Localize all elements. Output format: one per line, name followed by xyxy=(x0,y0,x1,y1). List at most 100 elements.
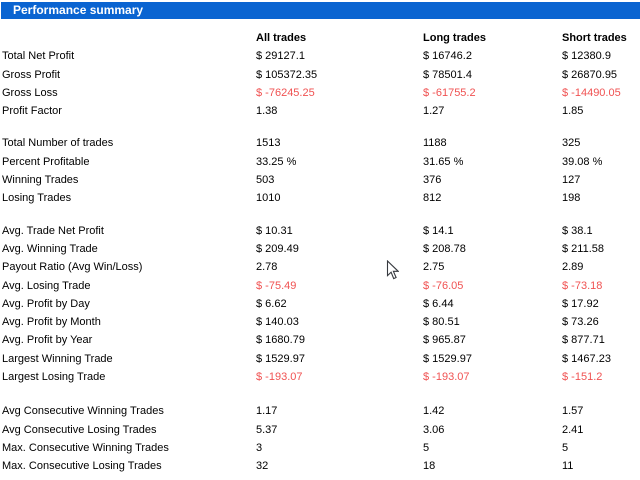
cell-value: $ 38.1 xyxy=(562,224,593,237)
cell-value: 127 xyxy=(562,174,581,187)
table-row: Winning Trades 503 376 127 xyxy=(2,171,640,189)
cell-value: 33.25 % xyxy=(256,155,297,168)
cell-value: $ 208.78 xyxy=(423,242,466,255)
column-headers-row: All trades Long trades Short trades xyxy=(2,29,640,47)
table-section: Avg. Trade Net Profit $ 10.31 $ 14.1 $ 38.1… xyxy=(2,222,640,387)
row-label: Max. Consecutive Losing Trades xyxy=(2,460,162,473)
cell-value: $ 1680.79 xyxy=(256,334,305,347)
row-label: Max. Consecutive Winning Trades xyxy=(2,441,169,454)
row-label: Avg. Winning Trade xyxy=(2,242,98,255)
cell-value: 2.89 xyxy=(562,261,584,274)
cell-value: 1.57 xyxy=(562,405,584,418)
table-row: Losing Trades 1010 812 198 xyxy=(2,189,640,207)
panel-title: Performance summary xyxy=(13,3,144,17)
cell-value: $ 29127.1 xyxy=(256,50,305,63)
cell-value: 1.38 xyxy=(256,105,278,118)
cell-value: $ 140.03 xyxy=(256,316,299,329)
cell-value: 3 xyxy=(256,441,263,454)
table-row: Avg. Profit by Day $ 6.62 $ 6.44 $ 17.92 xyxy=(2,295,640,313)
row-label: Gross Profit xyxy=(2,68,61,81)
cell-value: 325 xyxy=(562,137,581,150)
cell-value: $ -14490.05 xyxy=(562,86,621,99)
panel-header: Performance summary xyxy=(1,2,640,19)
cell-value: $ 78501.4 xyxy=(423,68,472,81)
table-row: Profit Factor 1.38 1.27 1.85 xyxy=(2,102,640,120)
row-label: Largest Losing Trade xyxy=(2,371,106,384)
table-row: Max. Consecutive Losing Trades 32 18 11 xyxy=(2,457,640,475)
table-section: Total Net Profit $ 29127.1 $ 16746.2 $ 1238… xyxy=(2,47,640,120)
cell-value: $ 10.31 xyxy=(256,224,293,237)
cell-value: $ 105372.35 xyxy=(256,68,318,81)
row-label-header xyxy=(2,29,256,47)
cell-value: 5 xyxy=(562,441,569,454)
row-label: Avg. Profit by Month xyxy=(2,316,101,329)
row-label: Profit Factor xyxy=(2,105,62,118)
cell-value: $ 14.1 xyxy=(423,224,454,237)
table-row: Gross Loss $ -76245.25 $ -61755.2 $ -14490.… xyxy=(2,84,640,102)
table-row: Avg Consecutive Winning Trades 1.17 1.42 1.… xyxy=(2,402,640,420)
cell-value: $ 16746.2 xyxy=(423,50,472,63)
table-row: Avg. Winning Trade $ 209.49 $ 208.78 $ 211.… xyxy=(2,240,640,258)
cell-value: 1513 xyxy=(256,137,281,150)
table-section: Total Number of trades 1513 1188 325 Percent… xyxy=(2,134,640,207)
cell-value: 1010 xyxy=(256,192,281,205)
cell-value: 1.85 xyxy=(562,105,584,118)
cell-value: 812 xyxy=(423,192,442,205)
row-label: Avg. Profit by Year xyxy=(2,334,93,347)
table-row: Largest Winning Trade $ 1529.97 $ 1529.97 $… xyxy=(2,350,640,368)
cell-value: $ 26870.95 xyxy=(562,68,618,81)
cell-value: 2.75 xyxy=(423,261,445,274)
cell-value: $ -73.18 xyxy=(562,279,603,292)
cell-value: $ -193.07 xyxy=(423,371,470,384)
summary-table-body: Total Net Profit $ 29127.1 $ 16746.2 $ 1238… xyxy=(2,47,640,475)
row-label: Gross Loss xyxy=(2,86,58,99)
column-header-long-trades: Long trades xyxy=(423,32,486,44)
cell-value: 1.27 xyxy=(423,105,445,118)
cell-value: $ 17.92 xyxy=(562,297,599,310)
row-label: Payout Ratio (Avg Win/Loss) xyxy=(2,261,143,274)
cell-value: 1188 xyxy=(423,137,447,150)
table-row: Payout Ratio (Avg Win/Loss) 2.78 2.75 2.89 xyxy=(2,258,640,276)
cell-value: $ -75.49 xyxy=(256,279,297,292)
row-label: Total Net Profit xyxy=(2,50,75,63)
row-label: Avg Consecutive Losing Trades xyxy=(2,423,157,436)
cell-value: $ 6.44 xyxy=(423,297,454,310)
cell-value: 2.78 xyxy=(256,261,278,274)
performance-summary-table: All trades Long trades Short trades Tota… xyxy=(2,29,640,476)
cell-value: $ 12380.9 xyxy=(562,50,611,63)
cell-value: $ -151.2 xyxy=(562,371,603,384)
table-row: Max. Consecutive Winning Trades 3 5 5 xyxy=(2,439,640,457)
cell-value: 11 xyxy=(562,460,574,473)
cell-value: 1.17 xyxy=(256,405,278,418)
cell-value: 2.41 xyxy=(562,423,584,436)
cell-value: $ -76.05 xyxy=(423,279,464,292)
cell-value: $ 1467.23 xyxy=(562,352,611,365)
cell-value: 31.65 % xyxy=(423,155,464,168)
table-row: Avg. Losing Trade $ -75.49 $ -76.05 $ -73.1… xyxy=(2,277,640,295)
table-row: Avg. Profit by Year $ 1680.79 $ 965.87 $ 87… xyxy=(2,331,640,349)
row-label: Avg Consecutive Winning Trades xyxy=(2,405,164,418)
table-row: Avg Consecutive Losing Trades 5.37 3.06 2.4… xyxy=(2,421,640,439)
cell-value: $ 965.87 xyxy=(423,334,466,347)
table-row: Avg. Profit by Month $ 140.03 $ 80.51 $ 73.… xyxy=(2,313,640,331)
cell-value: $ 209.49 xyxy=(256,242,299,255)
table-row: Largest Losing Trade $ -193.07 $ -193.07 $ … xyxy=(2,368,640,386)
table-row: Total Number of trades 1513 1188 325 xyxy=(2,134,640,152)
cell-value: 5 xyxy=(423,441,430,454)
cell-value: $ -76245.25 xyxy=(256,86,315,99)
cell-value: $ 1529.97 xyxy=(256,352,305,365)
row-label: Largest Winning Trade xyxy=(2,352,113,365)
cell-value: 32 xyxy=(256,460,269,473)
column-header-short-trades: Short trades xyxy=(562,32,627,44)
row-label: Avg. Losing Trade xyxy=(2,279,91,292)
cell-value: 5.37 xyxy=(256,423,278,436)
row-label: Winning Trades xyxy=(2,174,79,187)
cell-value: 1.42 xyxy=(423,405,445,418)
row-label: Percent Profitable xyxy=(2,155,90,168)
table-row: Total Net Profit $ 29127.1 $ 16746.2 $ 1238… xyxy=(2,47,640,65)
cell-value: 376 xyxy=(423,174,442,187)
cell-value: 3.06 xyxy=(423,423,445,436)
cell-value: $ 877.71 xyxy=(562,334,605,347)
table-row: Gross Profit $ 105372.35 $ 78501.4 $ 26870.… xyxy=(2,66,640,84)
table-row: Avg. Trade Net Profit $ 10.31 $ 14.1 $ 38.1 xyxy=(2,222,640,240)
